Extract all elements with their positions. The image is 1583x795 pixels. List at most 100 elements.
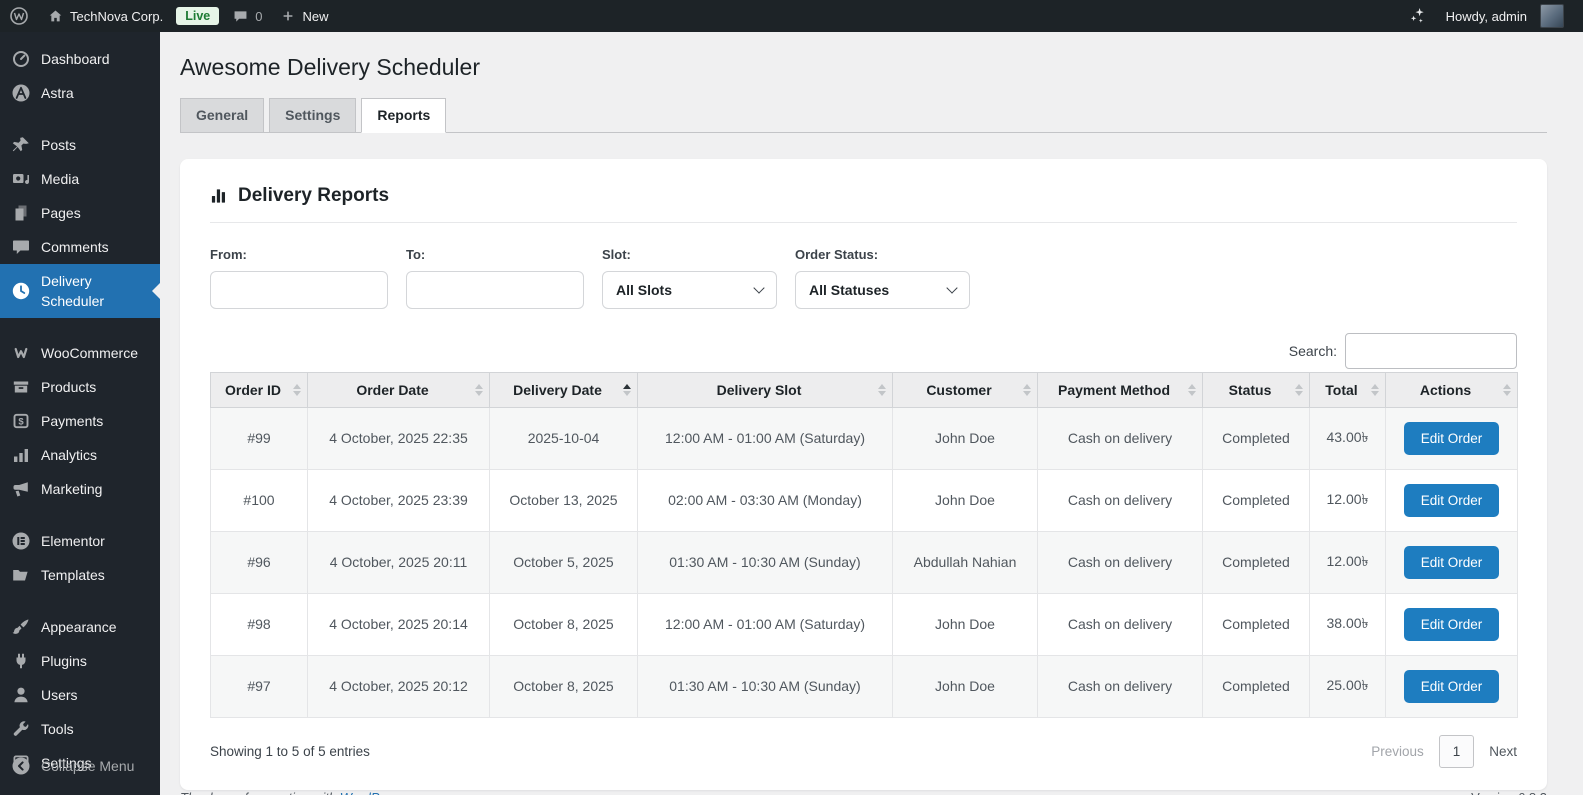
sidebar-item-label: Posts	[41, 137, 77, 153]
column-header-delivery_date[interactable]: Delivery Date	[489, 371, 638, 408]
sidebar-item-elementor[interactable]: Elementor	[0, 524, 160, 558]
sidebar-item-appearance[interactable]: Appearance	[0, 610, 160, 644]
sidebar-item-pages[interactable]: Pages	[0, 196, 160, 230]
delivery-reports-card: Delivery Reports From: To: Slot: All Slo…	[180, 158, 1547, 790]
ai-assistant-button[interactable]	[1399, 0, 1437, 32]
account-menu[interactable]: Howdy, admin	[1437, 0, 1573, 32]
sidebar-item-templates[interactable]: Templates	[0, 558, 160, 592]
cell-customer: John Doe	[892, 654, 1038, 718]
column-header-payment_method[interactable]: Payment Method	[1037, 371, 1203, 408]
sidebar-item-delivery-scheduler[interactable]: Delivery Scheduler	[0, 264, 160, 318]
sidebar-item-label: Users	[41, 687, 78, 703]
cell-customer: John Doe	[892, 406, 1038, 470]
edit-order-button[interactable]: Edit Order	[1403, 483, 1500, 517]
current-page-button[interactable]: 1	[1438, 734, 1475, 768]
clock-icon	[11, 281, 31, 301]
sidebar-item-plugins[interactable]: Plugins	[0, 644, 160, 678]
sidebar-menu: Dashboard Astra Posts Media Pages Comments Del…	[0, 42, 160, 780]
cell-order_id: #96	[210, 530, 308, 594]
dollar-icon: $	[11, 411, 31, 431]
filters-row: From: To: Slot: All Slots Order Status:	[210, 247, 1517, 309]
order-status-select-value: All Statuses	[809, 281, 890, 298]
slot-filter: Slot: All Slots	[602, 247, 777, 309]
cell-customer: John Doe	[892, 592, 1038, 656]
slot-select[interactable]: All Slots	[602, 270, 777, 309]
site-name-link[interactable]: TechNova Corp.	[38, 0, 172, 32]
column-header-order_date[interactable]: Order Date	[307, 371, 490, 408]
cell-delivery_slot: 12:00 AM - 01:00 AM (Saturday)	[637, 406, 893, 470]
column-header-label: Delivery Slot	[716, 381, 802, 398]
cell-action: Edit Order	[1385, 406, 1518, 470]
search-input[interactable]	[1345, 332, 1517, 369]
column-header-action[interactable]: Actions	[1385, 371, 1518, 408]
sidebar-item-label: Settings	[41, 755, 92, 771]
footer-thanks: Thank you for creating with WordPress.	[180, 790, 408, 795]
cell-order_id: #98	[210, 592, 308, 656]
comments-shortcut[interactable]: 0	[223, 0, 271, 32]
collapse-menu-button[interactable]: Collapse Menu	[0, 749, 160, 783]
edit-order-button[interactable]: Edit Order	[1403, 545, 1500, 579]
tab-general[interactable]: General	[180, 97, 265, 132]
sidebar-item-users[interactable]: Users	[0, 678, 160, 712]
column-header-order_id[interactable]: Order ID	[210, 371, 308, 408]
order-status-select[interactable]: All Statuses	[795, 270, 970, 309]
column-header-total[interactable]: Total	[1309, 371, 1386, 408]
column-header-status[interactable]: Status	[1202, 371, 1310, 408]
table-header-row: Order ID Order Date Delivery Date Delivery …	[210, 371, 1518, 408]
pagination: Previous 1 Next	[1371, 734, 1517, 768]
footer-thanks-suffix: .	[404, 790, 408, 795]
from-date-input[interactable]	[210, 270, 388, 309]
column-header-customer[interactable]: Customer	[892, 371, 1038, 408]
cell-status: Completed	[1202, 654, 1310, 718]
user-icon	[11, 685, 31, 705]
slot-select-value: All Slots	[616, 281, 673, 298]
cell-order_date: 4 October, 2025 20:11	[307, 530, 490, 594]
column-header-label: Total	[1325, 381, 1358, 398]
footer-thanks-prefix: Thank you for creating with	[180, 790, 340, 795]
sidebar-item-woocommerce[interactable]: WooCommerce	[0, 336, 160, 370]
plug-icon	[11, 651, 31, 671]
sidebar-item-label: Payments	[41, 413, 104, 429]
cell-order_date: 4 October, 2025 20:12	[307, 654, 490, 718]
sidebar-item-dashboard[interactable]: Dashboard	[0, 42, 160, 76]
new-content-menu[interactable]: New	[271, 0, 337, 32]
cell-order_date: 4 October, 2025 23:39	[307, 468, 490, 532]
sidebar-item-products[interactable]: Products	[0, 370, 160, 404]
site-name: TechNova Corp.	[70, 8, 164, 24]
woocommerce-icon	[11, 343, 31, 363]
wordpress-logo-menu[interactable]	[0, 0, 38, 32]
pushpin-icon	[11, 135, 31, 155]
next-page-button[interactable]: Next	[1489, 743, 1517, 759]
sidebar-item-label: Products	[41, 379, 97, 395]
sidebar-item-analytics[interactable]: Analytics	[0, 438, 160, 472]
cell-total: 25.00৳	[1309, 654, 1386, 718]
sort-arrows-icon	[1371, 383, 1379, 396]
sidebar-item-marketing[interactable]: Marketing	[0, 472, 160, 506]
sort-arrows-icon	[878, 383, 886, 396]
edit-order-button[interactable]: Edit Order	[1403, 669, 1500, 703]
to-date-input[interactable]	[406, 270, 584, 309]
astra-icon	[11, 83, 31, 103]
sparkles-icon	[1410, 8, 1424, 23]
sidebar-item-label: Tools	[41, 721, 74, 737]
column-header-label: Order Date	[356, 381, 429, 398]
sidebar-item-astra[interactable]: Astra	[0, 76, 160, 110]
sidebar-item-posts[interactable]: Posts	[0, 128, 160, 162]
edit-order-button[interactable]: Edit Order	[1403, 421, 1500, 455]
column-header-delivery_slot[interactable]: Delivery Slot	[637, 371, 893, 408]
sidebar-item-comments[interactable]: Comments	[0, 230, 160, 264]
wordpress-link[interactable]: WordPress	[340, 790, 404, 795]
sidebar-item-tools[interactable]: Tools	[0, 712, 160, 746]
dashboard-icon	[11, 49, 31, 69]
sidebar-item-payments[interactable]: $ Payments	[0, 404, 160, 438]
tab-settings[interactable]: Settings	[269, 97, 357, 132]
sidebar-item-label: Appearance	[41, 619, 117, 635]
edit-order-button[interactable]: Edit Order	[1403, 607, 1500, 641]
sidebar-item-media[interactable]: Media	[0, 162, 160, 196]
cell-order_id: #100	[210, 468, 308, 532]
previous-page-button[interactable]: Previous	[1371, 743, 1424, 759]
live-badge: Live	[176, 7, 220, 25]
tab-reports[interactable]: Reports	[361, 97, 447, 133]
column-header-label: Status	[1228, 381, 1272, 398]
tabs-bar: General Settings Reports	[180, 97, 1547, 133]
